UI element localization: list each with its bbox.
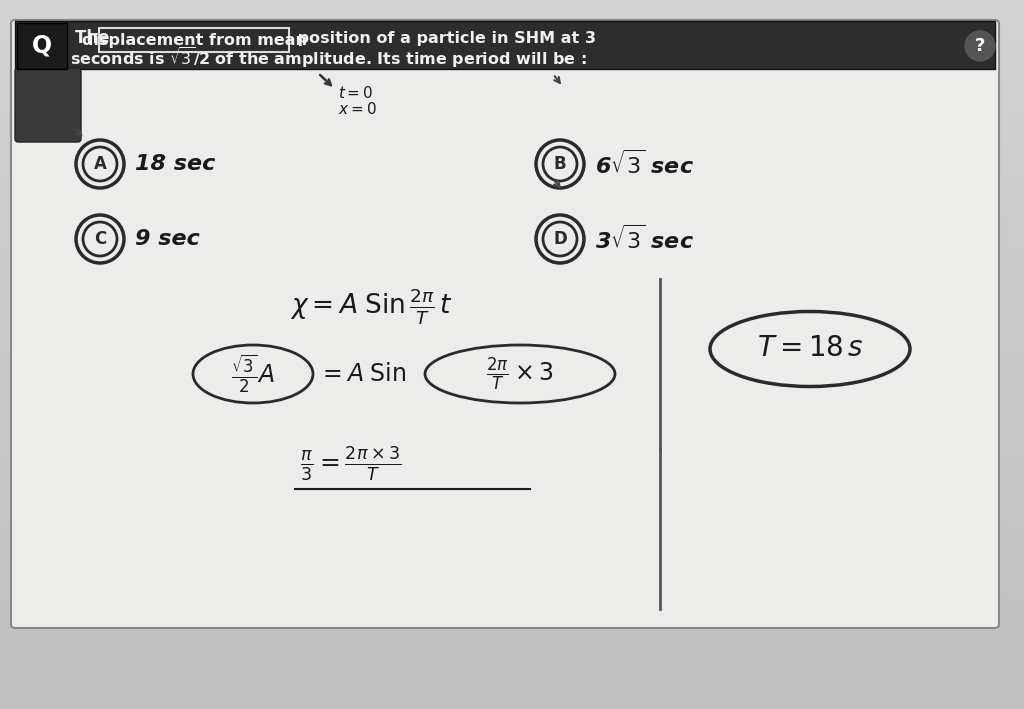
FancyBboxPatch shape — [15, 21, 995, 69]
Circle shape — [965, 31, 995, 61]
Text: 3$\sqrt{3}$ sec: 3$\sqrt{3}$ sec — [595, 225, 694, 253]
Text: $x=0$: $x=0$ — [338, 101, 377, 117]
Text: $\chi = A\;\mathrm{Sin}\,\frac{2\pi}{T}\,t$: $\chi = A\;\mathrm{Sin}\,\frac{2\pi}{T}\… — [290, 287, 453, 327]
Text: ?: ? — [975, 37, 985, 55]
Text: 6$\sqrt{3}$ sec: 6$\sqrt{3}$ sec — [595, 150, 694, 178]
Text: 18 sec: 18 sec — [135, 154, 215, 174]
Text: $t=0$: $t=0$ — [338, 85, 374, 101]
Text: C: C — [94, 230, 106, 248]
Text: Q: Q — [32, 34, 52, 58]
FancyBboxPatch shape — [15, 68, 81, 142]
FancyBboxPatch shape — [11, 20, 999, 628]
Text: The: The — [75, 29, 116, 47]
Text: $\frac{\sqrt{3}}{2}A$: $\frac{\sqrt{3}}{2}A$ — [231, 353, 274, 395]
FancyBboxPatch shape — [17, 23, 67, 69]
Text: $T = 18\,s$: $T = 18\,s$ — [757, 335, 863, 362]
Text: $\frac{\pi}{3} = \frac{2\pi \times 3}{T}$: $\frac{\pi}{3} = \frac{2\pi \times 3}{T}… — [300, 445, 401, 483]
Text: displacement from mean: displacement from mean — [82, 33, 306, 48]
Text: position of a particle in SHM at 3: position of a particle in SHM at 3 — [292, 30, 596, 45]
Text: seconds is $\sqrt{3}$/2 of the amplitude. Its time period will be :: seconds is $\sqrt{3}$/2 of the amplitude… — [70, 45, 587, 70]
Text: $\frac{2\pi}{T}\times 3$: $\frac{2\pi}{T}\times 3$ — [486, 355, 554, 393]
Text: D: D — [553, 230, 567, 248]
Text: A: A — [93, 155, 106, 173]
Text: $= A\;\mathrm{Sin}$: $= A\;\mathrm{Sin}$ — [318, 362, 407, 386]
Text: 9 sec: 9 sec — [135, 229, 200, 249]
Text: B: B — [554, 155, 566, 173]
